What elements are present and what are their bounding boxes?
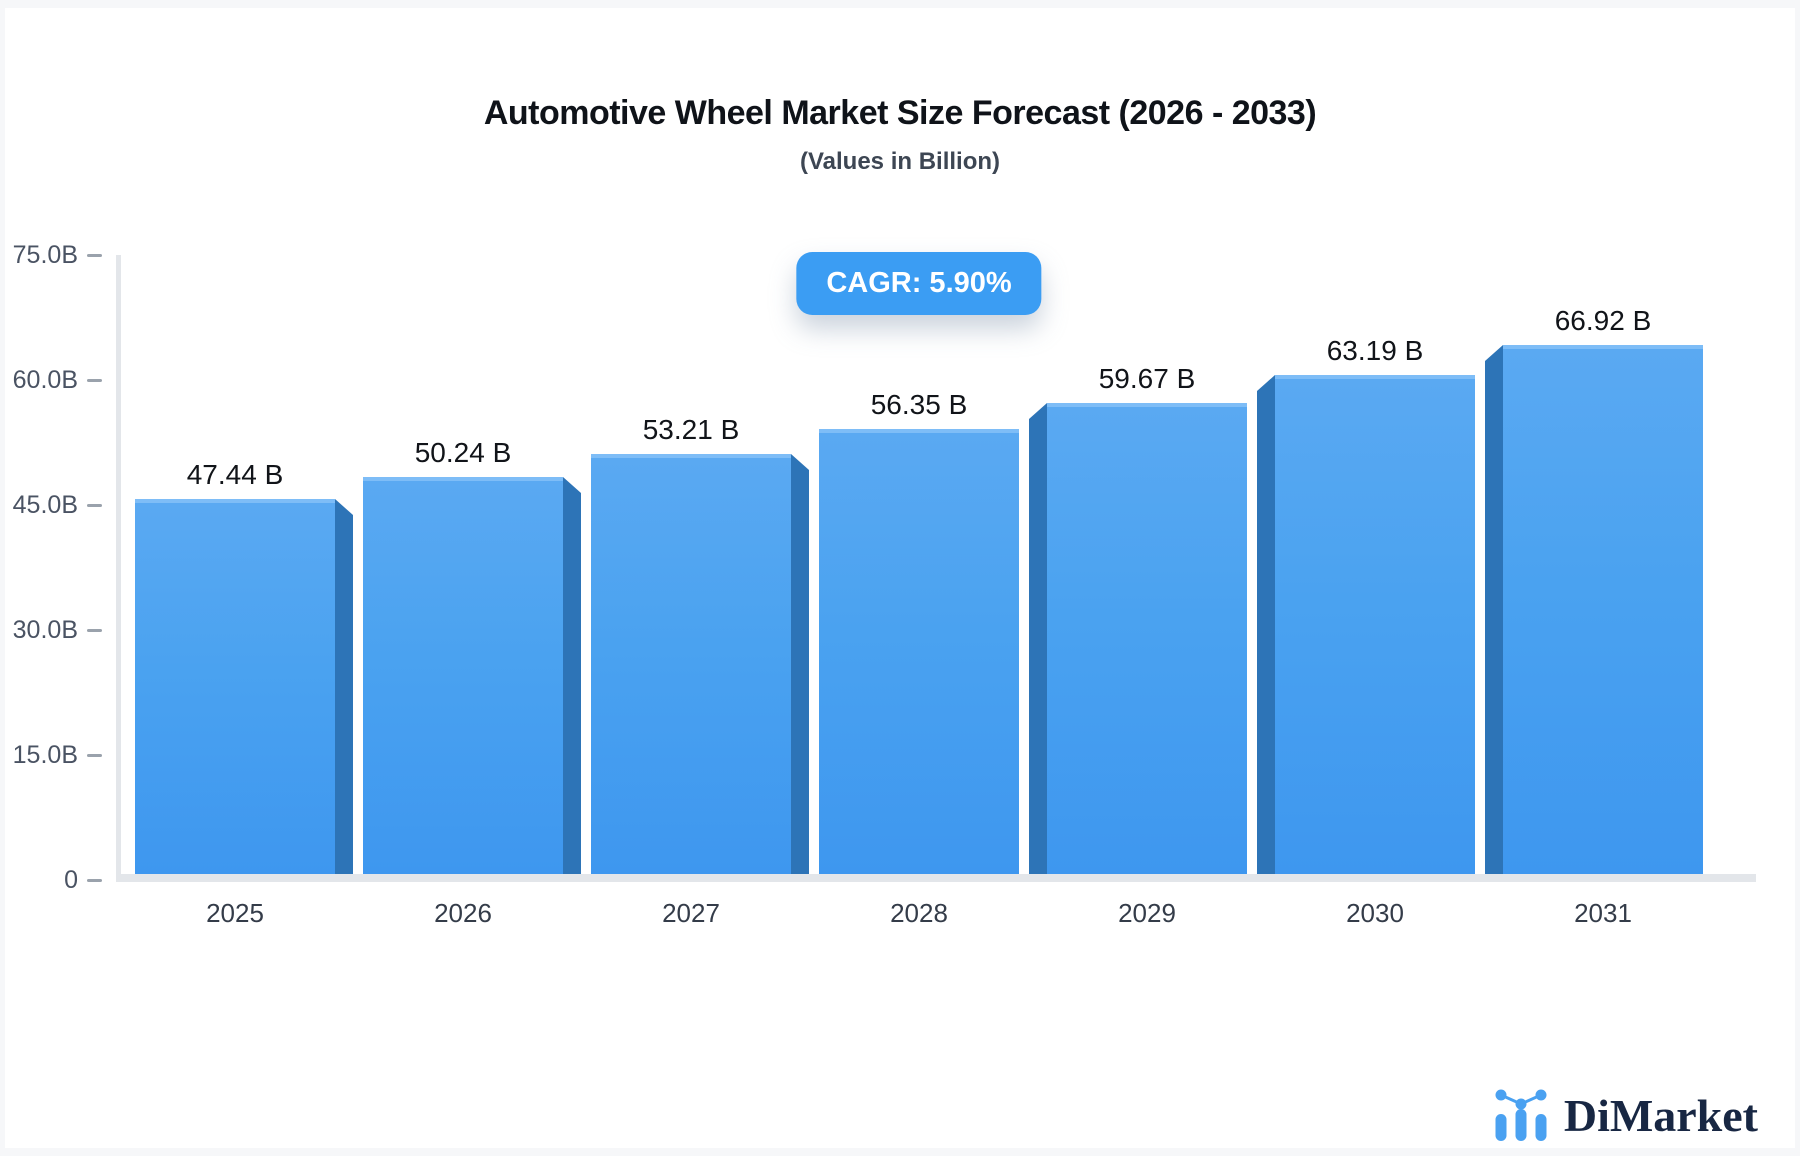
bar-slot: 53.21 B — [577, 255, 809, 874]
x-axis-label: 2031 — [1574, 898, 1632, 928]
bar-face — [1275, 375, 1475, 874]
bar-side-3d — [1485, 345, 1503, 874]
x-axis-label: 2028 — [890, 898, 948, 928]
bar-2026: 50.24 B — [363, 437, 581, 874]
y-tick-mark — [87, 879, 102, 882]
bar-value-label: 66.92 B — [1554, 305, 1652, 336]
cagr-badge: CAGR: 5.90% — [796, 252, 1042, 315]
bar-slot: 59.67 B — [1029, 255, 1261, 874]
bar-value-label: 53.21 B — [642, 414, 740, 445]
bar-slot: 63.19 B — [1257, 255, 1489, 874]
bar-series: 47.44 B 50.24 B 53.21 B 56.35 B 59.67 B 63.19… — [121, 255, 1717, 874]
x-axis-baseline — [116, 874, 1756, 882]
brand-logo: DiMarket — [1492, 1086, 1758, 1144]
bar-side-3d — [1029, 403, 1047, 874]
y-tick-label: 0 — [64, 866, 78, 894]
y-tick-mark — [87, 254, 102, 257]
x-axis-label: 2025 — [206, 898, 264, 928]
y-tick-mark — [87, 379, 102, 382]
chart-title: Automotive Wheel Market Size Forecast (2… — [483, 94, 1317, 132]
bar-side-3d — [791, 454, 809, 874]
bar-side-3d — [335, 499, 353, 874]
bar-value-label: 56.35 B — [870, 389, 968, 420]
y-tick-label: 60.0B — [12, 366, 78, 394]
bar-slot: 66.92 B — [1485, 255, 1717, 874]
bar-value-label: 63.19 B — [1326, 335, 1424, 366]
y-tick-label: 15.0B — [12, 741, 78, 769]
bar-slot: 47.44 B — [121, 255, 353, 874]
y-tick-label: 45.0B — [12, 491, 78, 519]
bar-face — [591, 454, 791, 874]
brand-name: DiMarket — [1563, 1089, 1758, 1141]
bar-value-label: 59.67 B — [1098, 363, 1196, 394]
bar-slot: 56.35 B — [805, 255, 1033, 874]
bar-face — [135, 499, 335, 874]
bar-2025: 47.44 B — [135, 459, 353, 874]
y-tick-mark — [87, 754, 102, 757]
x-axis-label: 2029 — [1118, 898, 1176, 928]
y-tick-label: 30.0B — [12, 616, 78, 644]
y-tick-mark — [87, 629, 102, 632]
bar-face — [1047, 403, 1247, 874]
bar-side-3d — [563, 477, 581, 874]
bar-line-chart-icon — [1495, 1089, 1547, 1141]
bar-2030: 63.19 B — [1257, 335, 1475, 874]
y-axis-line — [116, 255, 121, 882]
plot-area: 47.44 B 50.24 B 53.21 B 56.35 B 59.67 B 63.19… — [121, 255, 1717, 874]
bar-value-label: 50.24 B — [414, 437, 512, 468]
bar-slot: 50.24 B — [349, 255, 581, 874]
y-tick-label: 75.0B — [12, 241, 78, 269]
x-axis-label: 2030 — [1346, 898, 1404, 928]
bar-face — [819, 429, 1019, 874]
y-tick-mark — [87, 504, 102, 507]
bar-2027: 53.21 B — [591, 414, 809, 874]
x-axis-labels: 2025 2026 2027 2028 2029 2030 2031 — [121, 898, 1717, 929]
bar-side-3d — [1257, 375, 1275, 874]
bar-2028: 56.35 B — [819, 389, 1019, 874]
bar-value-label: 47.44 B — [186, 459, 284, 490]
bar-face — [363, 477, 563, 874]
bar-2031: 66.92 B — [1485, 305, 1703, 874]
x-axis-label: 2027 — [662, 898, 720, 928]
bar-2029: 59.67 B — [1029, 363, 1247, 874]
bar-face — [1503, 345, 1703, 874]
x-axis-label: 2026 — [434, 898, 492, 928]
chart-subtitle: (Values in Billion) — [799, 148, 1001, 175]
